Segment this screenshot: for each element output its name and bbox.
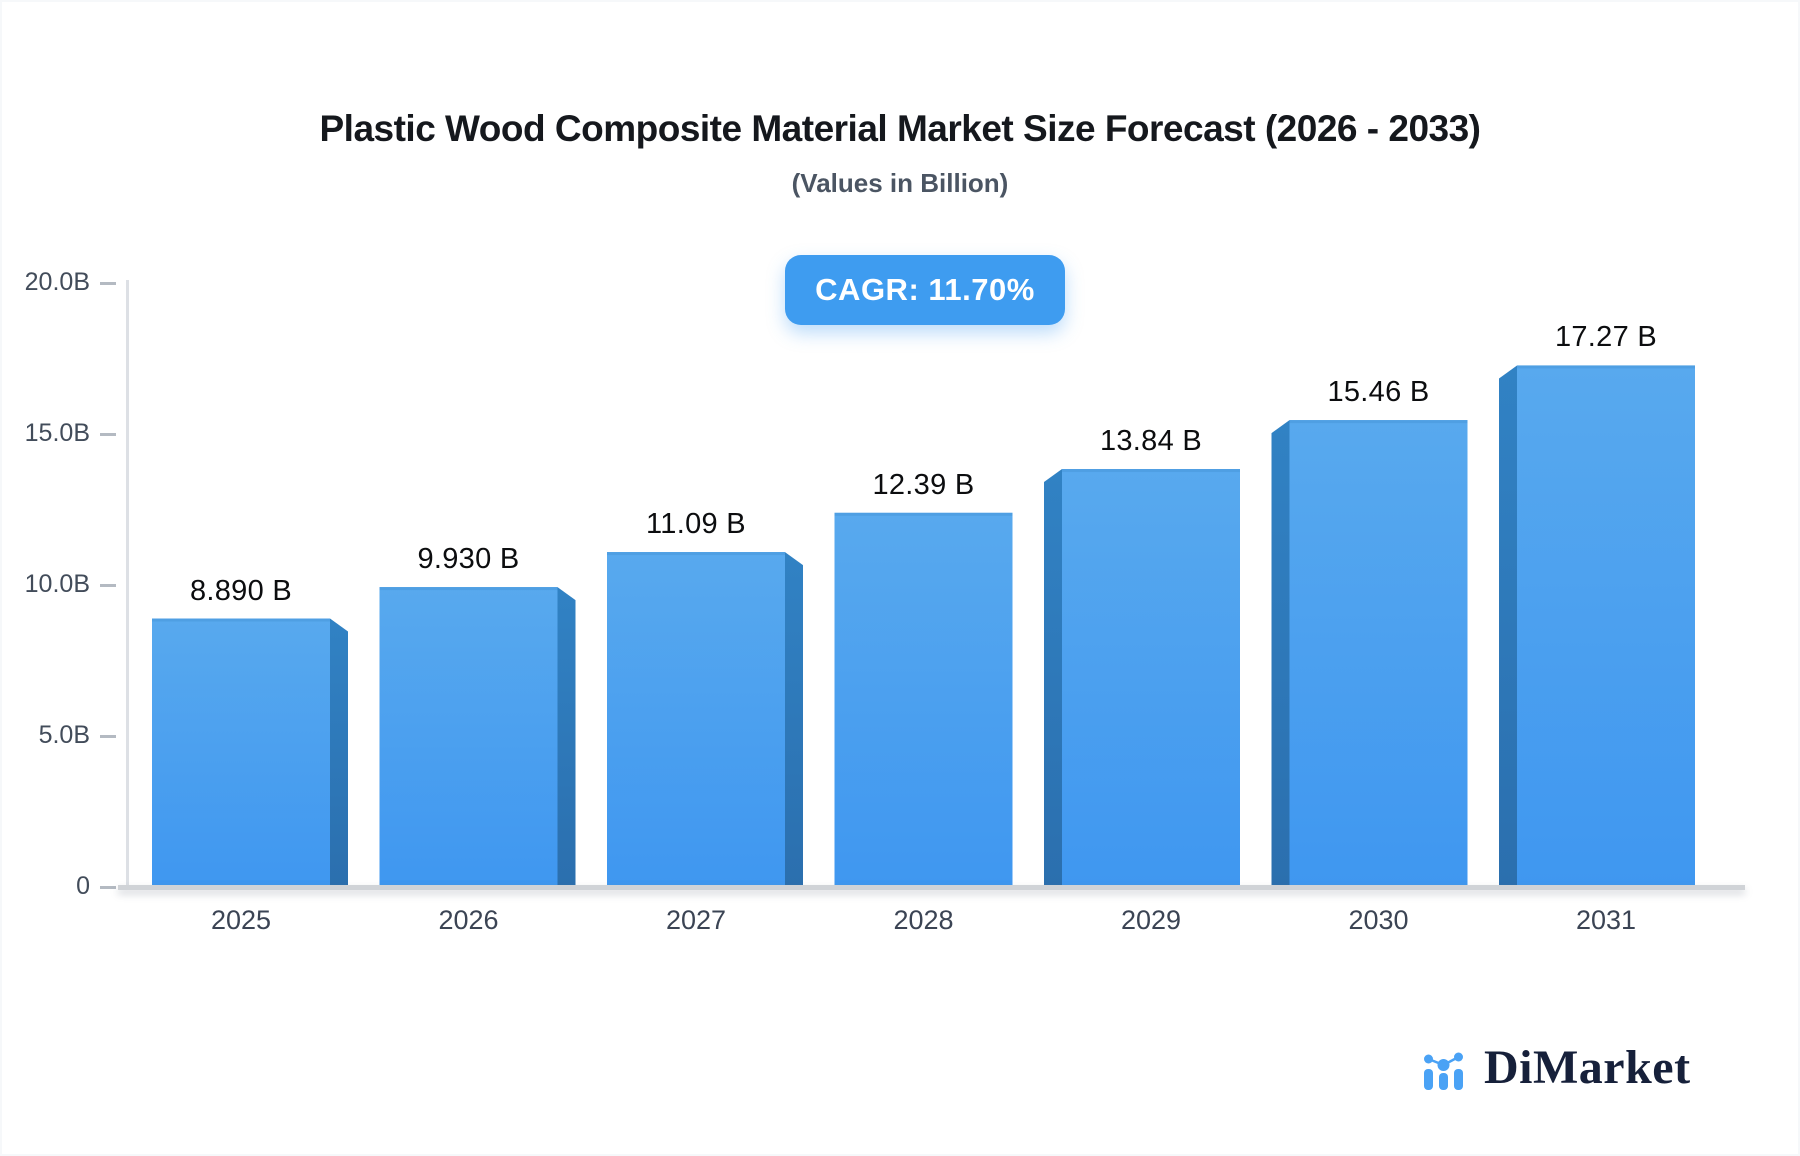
y-tick-dash: [100, 432, 116, 436]
bar-value-label-2027: 11.09 B: [646, 508, 746, 541]
y-tick-label: 10.0B: [24, 570, 90, 598]
bar-2031: [1517, 365, 1695, 887]
cagr-badge-label: CAGR: 11.70%: [815, 272, 1035, 307]
x-axis-baseline: [118, 885, 1745, 890]
bar-value-label-2031: 17.27 B: [1554, 321, 1658, 354]
y-tick-label: 20.0B: [24, 268, 90, 296]
bar-top-edge: [834, 512, 1013, 516]
bar-side-2029: [1044, 469, 1062, 887]
year-label-2026: 2026: [438, 905, 499, 935]
y-tick-dash: [100, 734, 116, 738]
year-label-2027: 2027: [665, 905, 727, 935]
year-label-2031: 2031: [1575, 905, 1637, 935]
bar-2027: [607, 552, 785, 887]
bar-value-label-2025: 8.890 B: [189, 574, 293, 607]
bar-value-label-2029: 13.84 B: [1099, 425, 1203, 458]
chart-subtitle: (Values in Billion): [791, 168, 1009, 198]
bar-side-2027: [785, 552, 803, 887]
bar-top-edge: [1289, 420, 1468, 424]
year-label-2025: 2025: [210, 905, 272, 935]
year-label-2028: 2028: [893, 905, 954, 935]
bar-side-2026: [557, 587, 576, 887]
bar-value-label-2030: 15.46 B: [1327, 376, 1430, 409]
bar-top-edge: [607, 552, 785, 556]
y-tick-dash: [100, 885, 116, 889]
bar-2030: [1289, 420, 1468, 887]
y-tick-dash: [100, 281, 116, 285]
bar-value-label-2028: 12.39 B: [872, 468, 975, 501]
bar-2026: [379, 587, 558, 887]
mini-bar-line-chart-icon: [1424, 1052, 1463, 1090]
bar-value-label-2026: 9.930 B: [417, 543, 520, 576]
y-axis-line: [126, 280, 129, 887]
y-tick-label: 0: [76, 872, 90, 900]
bar-side-2031: [1499, 365, 1517, 887]
chart-title: Plastic Wood Composite Material Market S…: [319, 108, 1481, 149]
brand-name: DiMarket: [1484, 1041, 1691, 1094]
y-tick-label: 15.0B: [24, 419, 90, 447]
bar-2025: [152, 618, 330, 887]
bar-side-2025: [330, 618, 348, 887]
cagr-badge: CAGR: 11.70%: [785, 255, 1065, 325]
y-tick-dash: [100, 583, 116, 587]
bar-top-edge: [152, 618, 330, 622]
bar-top-edge: [379, 587, 558, 591]
bar-2028: [834, 512, 1013, 887]
brand-logo: DiMarket: [1422, 1044, 1691, 1092]
bar-top-edge: [1062, 469, 1240, 473]
bar-side-2030: [1271, 420, 1290, 887]
year-label-2029: 2029: [1120, 905, 1182, 935]
bar-2029: [1062, 469, 1240, 887]
bar-top-edge: [1517, 365, 1695, 369]
year-label-2030: 2030: [1348, 905, 1409, 935]
y-tick-label: 5.0B: [38, 721, 90, 749]
